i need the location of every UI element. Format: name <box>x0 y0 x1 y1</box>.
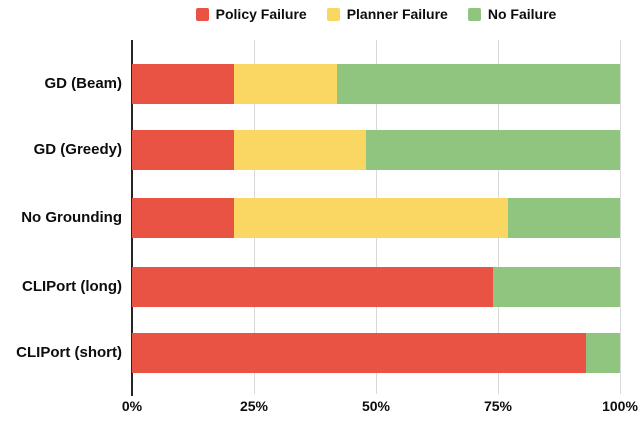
legend-label: Policy Failure <box>215 6 307 22</box>
gridline <box>620 40 621 394</box>
bar-row <box>132 198 620 238</box>
x-tick-label: 25% <box>239 398 269 414</box>
bar-segment <box>234 130 367 170</box>
legend-item: No Failure <box>467 6 557 22</box>
category-label: CLIPort (long) <box>22 278 122 295</box>
x-tick-label: 50% <box>361 398 391 414</box>
legend-swatch-icon <box>326 7 340 21</box>
x-tick-label: 75% <box>483 398 513 414</box>
category-label: CLIPort (short) <box>16 344 122 361</box>
plot-area <box>131 40 621 396</box>
bar-segment <box>234 64 337 104</box>
chart-legend: Policy Failure Planner Failure No Failure <box>132 6 620 22</box>
legend-label: No Failure <box>487 6 557 22</box>
bar-segment <box>493 267 620 307</box>
bar-row <box>132 267 620 307</box>
legend-item: Planner Failure <box>326 6 448 22</box>
bar-segment <box>132 333 586 373</box>
category-label: GD (Greedy) <box>33 141 122 158</box>
legend-swatch-icon <box>467 7 481 21</box>
bar-row <box>132 333 620 373</box>
y-axis-category-labels: GD (Beam) GD (Greedy) No Grounding CLIPort … <box>0 40 122 385</box>
legend-item: Policy Failure <box>195 6 307 22</box>
bar-segment <box>132 198 235 238</box>
bar-segment <box>132 130 235 170</box>
bar-row <box>132 130 620 170</box>
bar-row <box>132 64 620 104</box>
x-axis-tick-labels: 0% 25% 50% 75% 100% <box>122 398 638 418</box>
legend-swatch-icon <box>195 7 209 21</box>
bar-segment <box>507 198 620 238</box>
bar-segment <box>234 198 508 238</box>
legend-label: Planner Failure <box>346 6 448 22</box>
bar-segment <box>132 267 494 307</box>
x-tick-label: 100% <box>602 398 638 414</box>
x-tick-label: 0% <box>121 398 143 414</box>
category-label: GD (Beam) <box>44 75 122 92</box>
bar-segment <box>585 333 620 373</box>
category-label: No Grounding <box>21 209 122 226</box>
bar-segment <box>132 64 235 104</box>
bar-segment <box>336 64 620 104</box>
bar-segment <box>366 130 620 170</box>
